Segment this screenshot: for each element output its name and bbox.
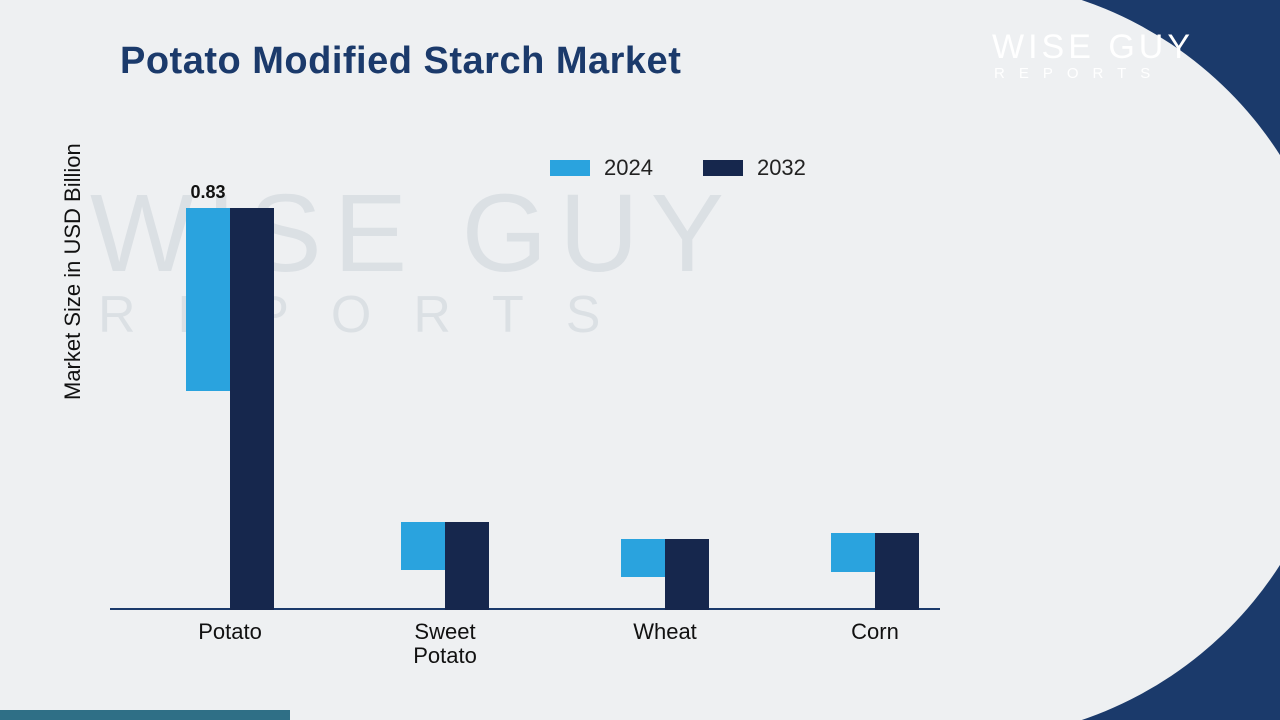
bar-group: 0.83: [170, 208, 290, 610]
legend-swatch-2024: [550, 160, 590, 176]
bar-group: [605, 539, 725, 610]
bar: [230, 208, 274, 610]
bar: [831, 533, 875, 573]
legend-label-2024: 2024: [604, 155, 653, 181]
chart-canvas: WISE GUY REPORTS WISE GUY REPORTS Potato…: [0, 0, 1280, 720]
bar-group: [385, 522, 505, 610]
legend: 2024 2032: [550, 155, 806, 181]
x-tick-label: SweetPotato: [413, 620, 477, 668]
brand-logo: WISE GUY REPORTS: [992, 28, 1252, 82]
bar: [665, 539, 709, 610]
chart-title: Potato Modified Starch Market: [120, 40, 681, 83]
bar: 0.83: [186, 208, 230, 391]
bar-group: [815, 533, 935, 610]
brand-sub-text: REPORTS: [994, 65, 1252, 82]
bar: [401, 522, 445, 571]
x-tick-label: Corn: [851, 620, 899, 644]
bar: [875, 533, 919, 610]
plot-area: 0.83: [110, 190, 940, 610]
bottom-accent-bar: [0, 710, 290, 720]
x-tick-label: Wheat: [633, 620, 697, 644]
brand-main-text: WISE GUY: [992, 28, 1252, 67]
legend-swatch-2032: [703, 160, 743, 176]
legend-item-2024: 2024: [550, 155, 653, 181]
bar: [621, 539, 665, 577]
bar-value-label: 0.83: [190, 182, 225, 203]
bar: [445, 522, 489, 610]
y-axis-label: Market Size in USD Billion: [60, 143, 86, 400]
legend-item-2032: 2032: [703, 155, 806, 181]
legend-label-2032: 2032: [757, 155, 806, 181]
x-tick-label: Potato: [198, 620, 262, 644]
